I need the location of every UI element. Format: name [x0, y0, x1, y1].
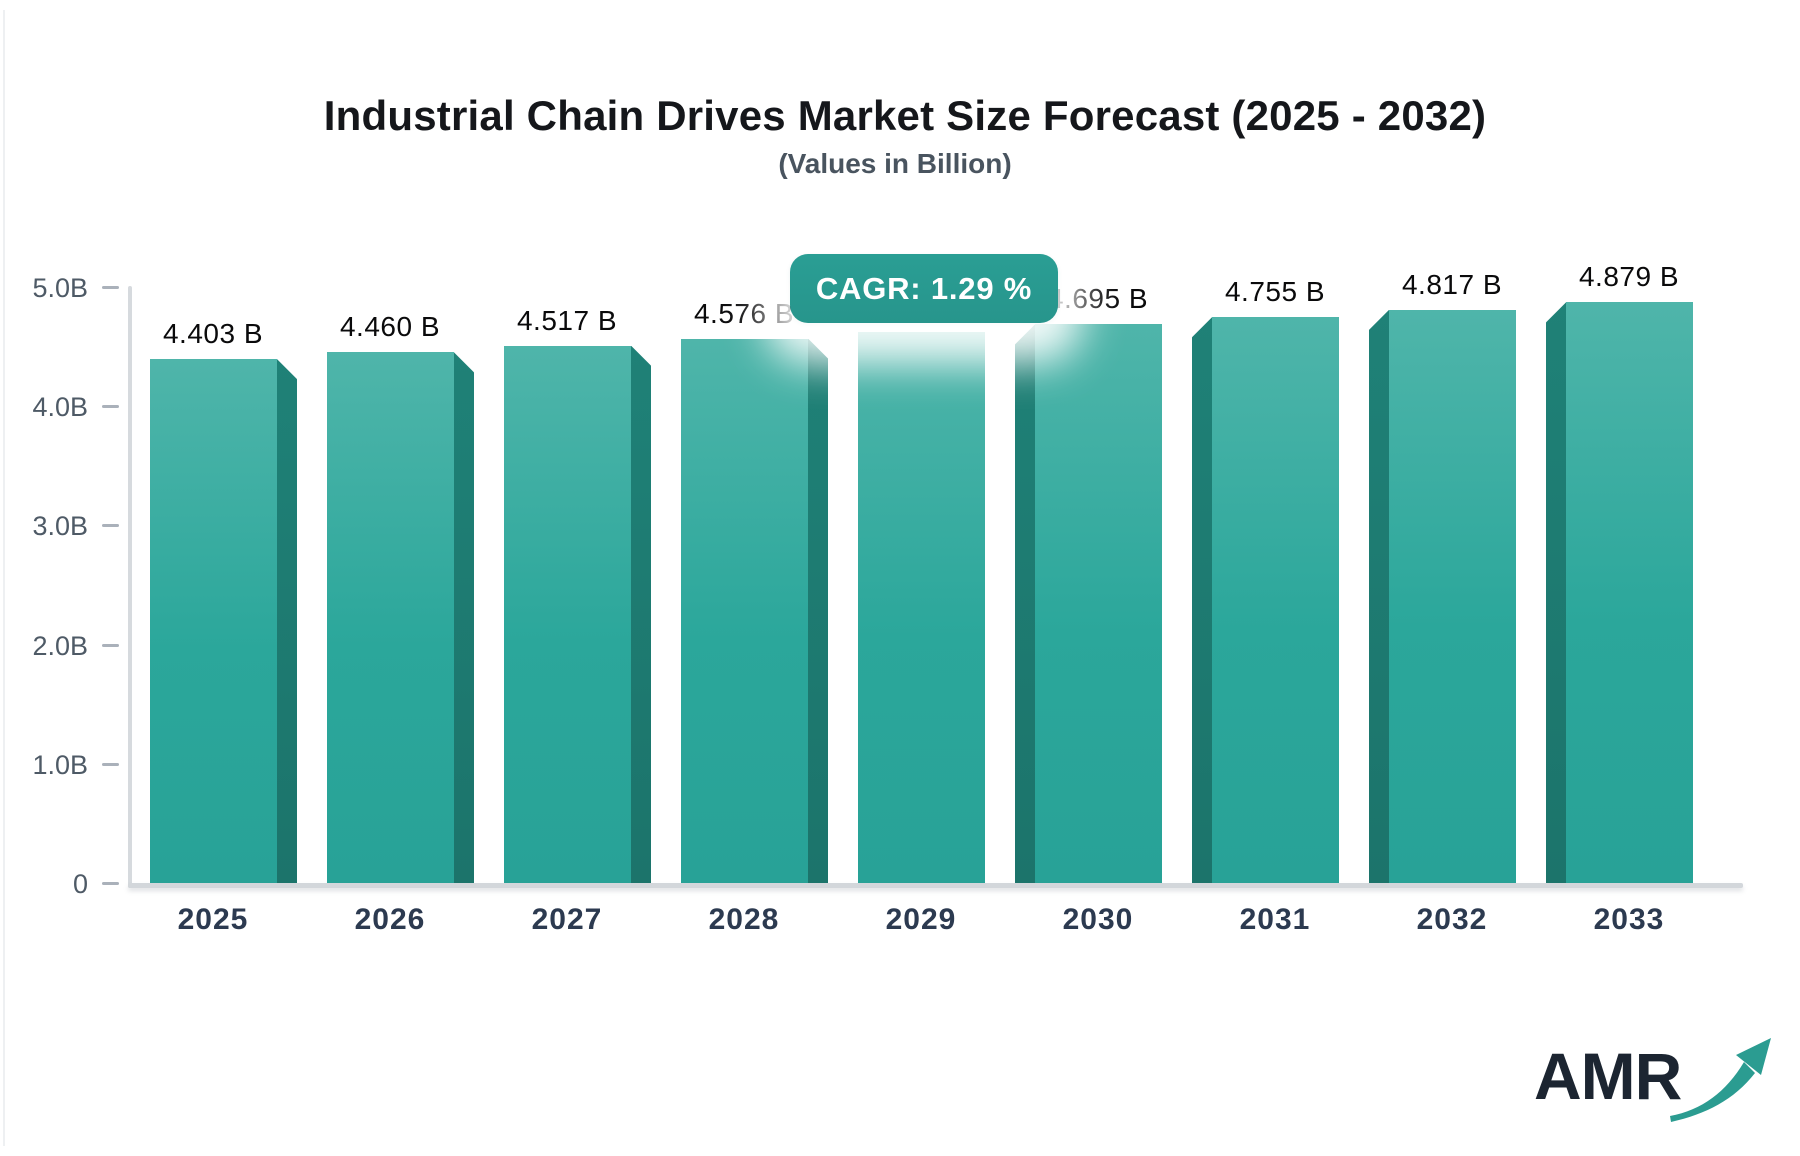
- x-axis-label-2032: 2032: [1416, 903, 1488, 936]
- x-axis-label-2031: 2031: [1239, 903, 1311, 936]
- x-axis-label-2027: 2027: [531, 903, 603, 936]
- y-tick-label: 0: [72, 869, 88, 899]
- bar-value-label-2030: 4.695 B: [1047, 283, 1149, 315]
- bar-2025: [150, 359, 277, 884]
- chart-subtitle: (Values in Billion): [778, 148, 1012, 179]
- y-tick-label: 1.0B: [32, 749, 88, 780]
- y-tick-mark: [102, 405, 119, 409]
- bar-2033: [1566, 302, 1693, 884]
- y-tick-mark: [102, 882, 119, 885]
- y-tick-label: 5.0B: [32, 273, 88, 303]
- bar-2032: [1389, 309, 1516, 884]
- bar-2030: [1035, 324, 1162, 884]
- amr-logo-text: AMR: [1534, 1039, 1682, 1113]
- x-axis-label-2030: 2030: [1062, 903, 1134, 936]
- bar-2027: [504, 345, 631, 884]
- y-axis: [128, 286, 132, 888]
- x-axis: [128, 883, 1743, 888]
- x-axis-label-2033: 2033: [1593, 903, 1665, 936]
- card-left-edge: [3, 10, 5, 1146]
- x-axis-label-2025: 2025: [177, 903, 249, 936]
- y-tick-mark: [102, 762, 119, 766]
- bar-value-label-2026: 4.460 B: [339, 311, 441, 343]
- y-tick-mark: [102, 524, 119, 528]
- x-axis-label-2028: 2028: [708, 903, 780, 936]
- bar-value-label-2031: 4.755 B: [1224, 276, 1326, 308]
- bar-2029: [858, 331, 985, 884]
- cagr-badge: CAGR: 1.29 %: [790, 254, 1058, 323]
- bar-value-label-2028: 4.576 B: [693, 297, 795, 329]
- x-axis-label-2026: 2026: [354, 903, 426, 936]
- amr-logo: AMR: [1520, 1028, 1771, 1124]
- bar-value-label-2025: 4.403 B: [162, 318, 264, 350]
- bar-side-2033: [1546, 302, 1566, 884]
- y-tick-mark: [102, 643, 119, 647]
- bar-side-2027: [631, 345, 651, 884]
- bar-side-2025: [277, 359, 297, 884]
- growth-arrow-icon: [1670, 1038, 1771, 1122]
- bar-side-2026: [454, 352, 474, 884]
- bar-value-label-2027: 4.517 B: [516, 304, 618, 336]
- cagr-badge-label: CAGR: 1.29 %: [815, 270, 1033, 306]
- bar-value-label-2032: 4.817 B: [1401, 268, 1503, 300]
- bar-side-2032: [1369, 309, 1389, 884]
- x-axis-label-2029: 2029: [885, 903, 957, 936]
- bar-2028: [681, 338, 808, 884]
- y-tick-label: 3.0B: [32, 511, 88, 542]
- bar-2026: [327, 352, 454, 884]
- y-tick-mark: [102, 286, 119, 289]
- chart-title: Industrial Chain Drives Market Size Fore…: [323, 92, 1487, 139]
- bar-side-2031: [1192, 317, 1212, 884]
- bar-side-2030: [1015, 324, 1035, 884]
- bar-2031: [1212, 317, 1339, 884]
- bar-side-2028: [808, 338, 828, 884]
- y-tick-label: 2.0B: [32, 630, 88, 661]
- y-tick-label: 4.0B: [32, 392, 88, 423]
- bar-value-label-2033: 4.879 B: [1578, 261, 1680, 293]
